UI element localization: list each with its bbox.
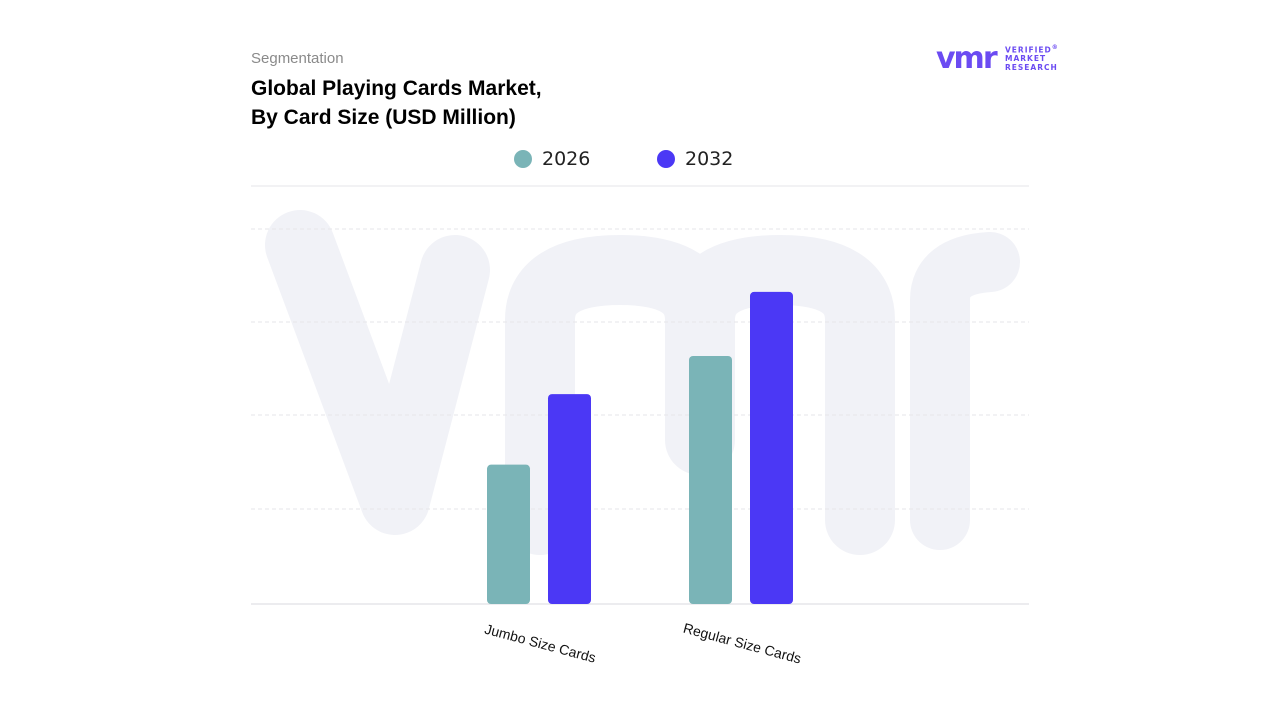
x-tick-label: Regular Size Cards xyxy=(682,620,803,667)
bar-2026-1 xyxy=(689,355,732,604)
chart-title: Global Playing Cards Market, By Card Siz… xyxy=(251,74,542,132)
x-tick-label: Jumbo Size Cards xyxy=(483,621,598,666)
logo-line-market: MARKET xyxy=(1005,54,1047,63)
bar-2032-1 xyxy=(750,291,793,604)
bar-2026-0 xyxy=(487,464,530,604)
bar-2032-0 xyxy=(548,394,591,604)
legend-swatch-2032 xyxy=(657,150,675,168)
legend-label-2026: 2026 xyxy=(542,148,591,170)
watermark-r xyxy=(910,232,1020,550)
segmentation-label: Segmentation xyxy=(251,50,344,67)
legend-item-2026: 2026 xyxy=(514,148,590,170)
chart-legend: 2026 2032 xyxy=(0,148,1280,174)
vmr-logo-text: VERIFIED® MARKET RESEARCH xyxy=(1005,44,1059,72)
registered-mark: ® xyxy=(1051,44,1059,51)
legend-label-2032: 2032 xyxy=(685,148,734,170)
bar-group xyxy=(487,291,793,604)
legend-swatch-2026 xyxy=(514,150,532,168)
legend-item-2032: 2032 xyxy=(657,148,733,170)
vmr-logo: vmr VERIFIED® MARKET RESEARCH xyxy=(936,44,1059,72)
chart-title-line2: By Card Size (USD Million) xyxy=(251,106,516,129)
chart-title-line1: Global Playing Cards Market, xyxy=(251,77,542,100)
logo-line-verified: VERIFIED xyxy=(1005,45,1052,55)
watermark-v xyxy=(265,210,490,535)
watermark-logo xyxy=(265,210,1020,555)
watermark-m xyxy=(505,235,895,555)
vmr-logo-mark: vmr xyxy=(936,44,998,72)
x-axis-labels: Jumbo Size Cards Regular Size Cards xyxy=(483,620,803,667)
vmr-logo-icon: vmr xyxy=(936,44,998,72)
logo-line-research: RESEARCH xyxy=(1005,62,1058,72)
